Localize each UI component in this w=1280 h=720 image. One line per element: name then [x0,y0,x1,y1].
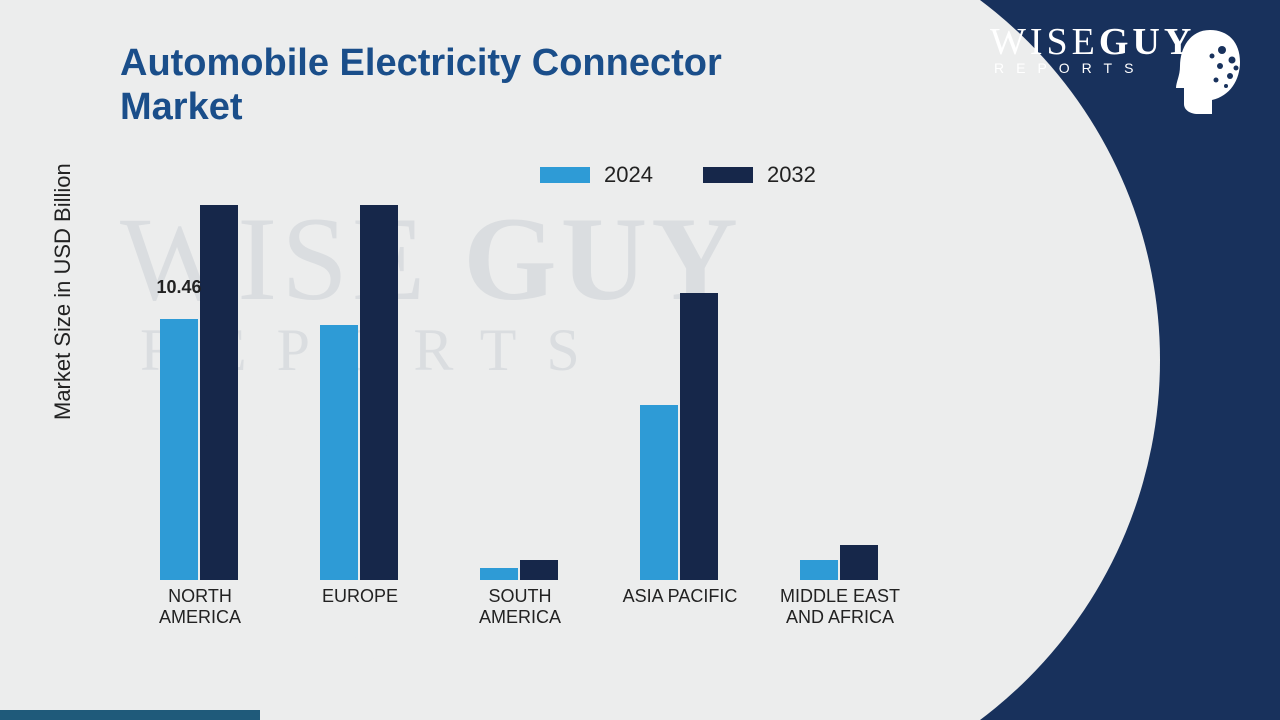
bar [800,560,838,580]
bar [200,205,238,580]
bar [640,405,678,580]
bar [480,568,518,581]
footer-accent-bar [0,710,260,720]
category-label: EUROPE [290,586,430,607]
bar [840,545,878,580]
bar-chart: Market Size in USD Billion NORTH AMERICA… [60,160,960,690]
plot-area: NORTH AMERICAEUROPESOUTH AMERICAASIA PAC… [140,180,940,580]
bar [320,325,358,580]
chart-title: Automobile Electricity Connector Market [120,42,820,129]
category-label: ASIA PACIFIC [610,586,750,607]
logo-text: WISE [990,21,1099,63]
bar [360,205,398,580]
page: WISE GUY REPORTS Automobile Electricity … [0,0,1280,720]
bar [160,319,198,581]
y-axis-label: Market Size in USD Billion [50,163,76,420]
category-label: NORTH AMERICA [130,586,270,627]
value-label: 10.46 [156,277,201,298]
brand-logo: WISEGUY REPORTS [990,20,1260,76]
head-icon [1172,26,1252,116]
bar [680,293,718,581]
category-label: MIDDLE EAST AND AFRICA [770,586,910,627]
category-label: SOUTH AMERICA [450,586,590,627]
bar [520,560,558,580]
